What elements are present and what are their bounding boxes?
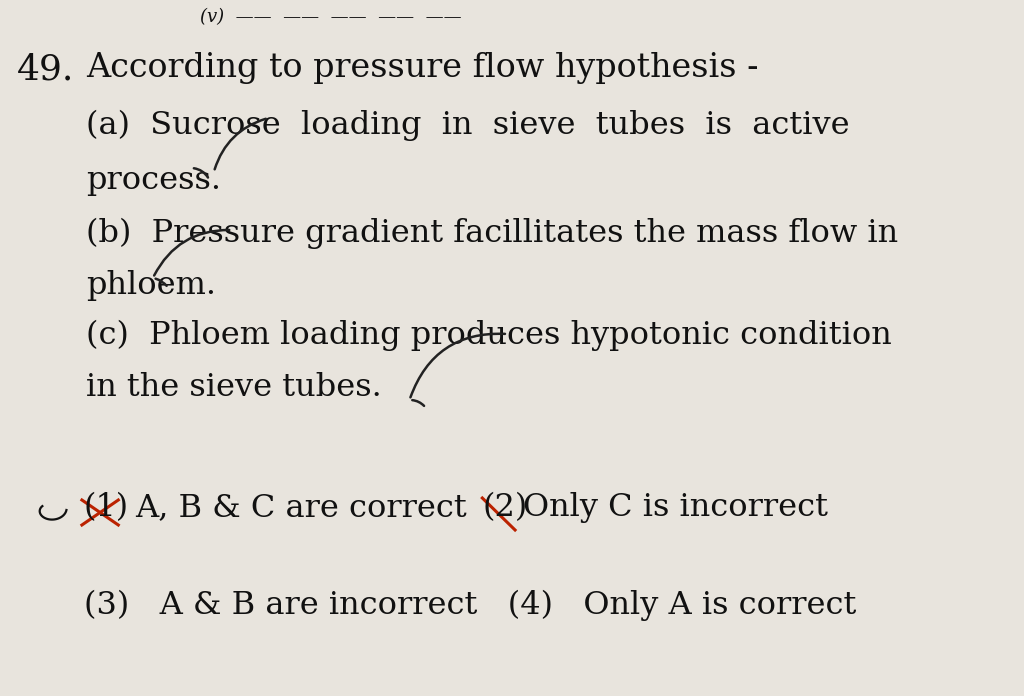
Text: A, B & C are correct: A, B & C are correct <box>135 492 466 523</box>
Text: process.: process. <box>86 165 221 196</box>
Text: (a)  Sucrose  loading  in  sieve  tubes  is  active: (a) Sucrose loading in sieve tubes is ac… <box>86 110 850 141</box>
Text: (3)   A & B are incorrect   (4)   Only A is correct: (3) A & B are incorrect (4) Only A is co… <box>84 590 856 622</box>
Text: Only C is incorrect: Only C is incorrect <box>523 492 828 523</box>
Text: phloem.: phloem. <box>86 270 216 301</box>
Text: 49.: 49. <box>16 52 74 86</box>
Text: (c)  Phloem loading produces hypotonic condition: (c) Phloem loading produces hypotonic co… <box>86 320 892 351</box>
Text: (v)  ——  ——  ——  ——  ——: (v) —— —— —— —— —— <box>201 8 462 26</box>
Text: (b)  Pressure gradient facillitates the mass flow in: (b) Pressure gradient facillitates the m… <box>86 218 899 249</box>
Text: in the sieve tubes.: in the sieve tubes. <box>86 372 382 403</box>
Text: According to pressure flow hypothesis -: According to pressure flow hypothesis - <box>86 52 759 84</box>
Text: (1): (1) <box>84 492 129 523</box>
Text: (2): (2) <box>482 492 527 523</box>
